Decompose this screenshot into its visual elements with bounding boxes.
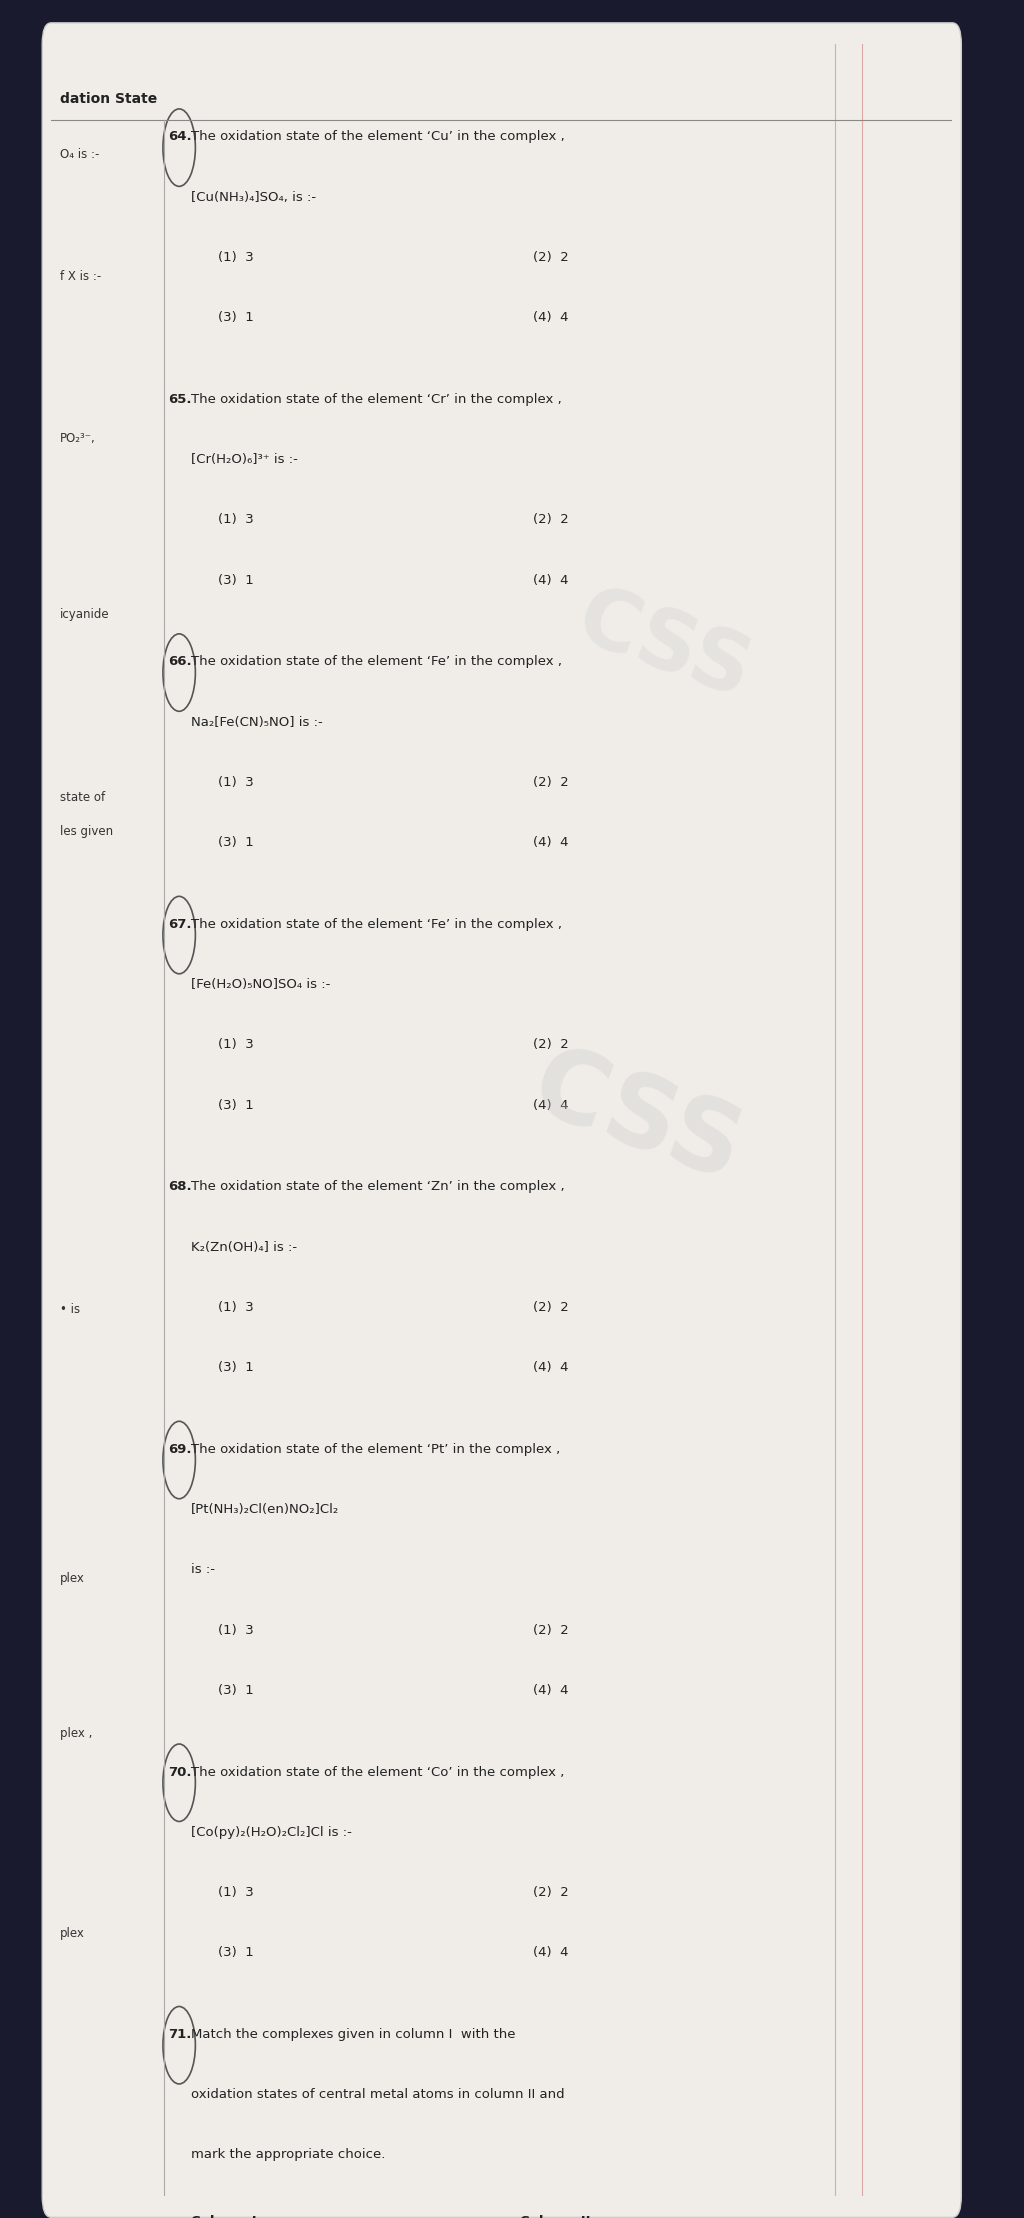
Text: 64.: 64. xyxy=(168,131,191,144)
Text: 67.: 67. xyxy=(168,918,191,932)
Text: (4)  4: (4) 4 xyxy=(534,1945,568,1958)
Text: (2)  2: (2) 2 xyxy=(534,1300,569,1313)
Text: 70.: 70. xyxy=(168,1766,191,1779)
Text: mark the appropriate choice.: mark the appropriate choice. xyxy=(190,2149,385,2163)
Text: Na₂[Fe(CN)₅NO] is :-: Na₂[Fe(CN)₅NO] is :- xyxy=(190,716,323,730)
Text: (2)  2: (2) 2 xyxy=(534,1885,569,1899)
FancyBboxPatch shape xyxy=(42,22,962,2218)
Text: (3)  1: (3) 1 xyxy=(218,1098,254,1111)
Text: The oxidation state of the element ‘Pt’ in the complex ,: The oxidation state of the element ‘Pt’ … xyxy=(190,1444,560,1455)
Text: The oxidation state of the element ‘Co’ in the complex ,: The oxidation state of the element ‘Co’ … xyxy=(190,1766,564,1779)
Text: is :-: is :- xyxy=(190,1564,215,1577)
Text: The oxidation state of the element ‘Cu’ in the complex ,: The oxidation state of the element ‘Cu’ … xyxy=(190,131,564,144)
Text: (1)  3: (1) 3 xyxy=(218,1885,254,1899)
Text: (2)  2: (2) 2 xyxy=(534,512,569,526)
Text: (2)  2: (2) 2 xyxy=(534,1624,569,1637)
Text: 65.: 65. xyxy=(168,393,191,406)
Text: (1)  3: (1) 3 xyxy=(218,776,254,790)
Text: (4)  4: (4) 4 xyxy=(534,1362,568,1375)
Text: K₂(Zn(OH)₄] is :-: K₂(Zn(OH)₄] is :- xyxy=(190,1240,297,1253)
Text: The oxidation state of the element ‘Zn’ in the complex ,: The oxidation state of the element ‘Zn’ … xyxy=(190,1180,564,1193)
Text: les given: les given xyxy=(60,825,114,838)
Text: (1)  3: (1) 3 xyxy=(218,1624,254,1637)
Text: f X is :-: f X is :- xyxy=(60,271,101,284)
Text: (3)  1: (3) 1 xyxy=(218,1683,254,1697)
Text: (3)  1: (3) 1 xyxy=(218,574,254,586)
Text: The oxidation state of the element ‘Cr’ in the complex ,: The oxidation state of the element ‘Cr’ … xyxy=(190,393,561,406)
Text: Column II: Column II xyxy=(520,2216,590,2218)
Text: (1)  3: (1) 3 xyxy=(218,512,254,526)
Text: oxidation states of central metal atoms in column II and: oxidation states of central metal atoms … xyxy=(190,2089,564,2100)
Text: (4)  4: (4) 4 xyxy=(534,1098,568,1111)
Text: state of: state of xyxy=(60,792,105,803)
Text: Column I: Column I xyxy=(190,2216,256,2218)
Text: (1)  3: (1) 3 xyxy=(218,1300,254,1313)
Text: (4)  4: (4) 4 xyxy=(534,311,568,324)
Text: dation State: dation State xyxy=(60,91,158,106)
Text: (3)  1: (3) 1 xyxy=(218,1945,254,1958)
Text: [Fe(H₂O)₅NO]SO₄ is :-: [Fe(H₂O)₅NO]SO₄ is :- xyxy=(190,978,331,991)
Text: (3)  1: (3) 1 xyxy=(218,1362,254,1375)
Text: (1)  3: (1) 3 xyxy=(218,251,254,264)
Text: (3)  1: (3) 1 xyxy=(218,836,254,849)
Text: 71.: 71. xyxy=(168,2027,191,2041)
Text: (1)  3: (1) 3 xyxy=(218,1038,254,1051)
Text: Match the complexes given in column I  with the: Match the complexes given in column I wi… xyxy=(190,2027,515,2041)
Text: icyanide: icyanide xyxy=(60,608,110,621)
Text: (4)  4: (4) 4 xyxy=(534,1683,568,1697)
Text: [Pt(NH₃)₂Cl(en)NO₂]Cl₂: [Pt(NH₃)₂Cl(en)NO₂]Cl₂ xyxy=(190,1504,339,1517)
Text: plex ,: plex , xyxy=(60,1728,92,1739)
Text: [Co(py)₂(H₂O)₂Cl₂]Cl is :-: [Co(py)₂(H₂O)₂Cl₂]Cl is :- xyxy=(190,1825,352,1839)
Text: [Cr(H₂O)₆]³⁺ is :-: [Cr(H₂O)₆]³⁺ is :- xyxy=(190,452,298,466)
Bar xyxy=(173,2209,791,2218)
Text: PO₂³⁻,: PO₂³⁻, xyxy=(60,433,96,444)
Text: (2)  2: (2) 2 xyxy=(534,1038,569,1051)
Text: (4)  4: (4) 4 xyxy=(534,836,568,849)
Text: 66.: 66. xyxy=(168,654,191,668)
Text: (2)  2: (2) 2 xyxy=(534,251,569,264)
Text: O₄ is :-: O₄ is :- xyxy=(60,149,99,160)
Text: plex: plex xyxy=(60,1573,85,1586)
Text: plex: plex xyxy=(60,1927,85,1941)
Text: 68.: 68. xyxy=(168,1180,191,1193)
Text: • is: • is xyxy=(60,1302,80,1315)
Text: CSS: CSS xyxy=(519,1038,755,1202)
Text: The oxidation state of the element ‘Fe’ in the complex ,: The oxidation state of the element ‘Fe’ … xyxy=(190,918,562,932)
Text: CSS: CSS xyxy=(566,579,762,716)
Text: The oxidation state of the element ‘Fe’ in the complex ,: The oxidation state of the element ‘Fe’ … xyxy=(190,654,562,668)
Text: (2)  2: (2) 2 xyxy=(534,776,569,790)
Text: (3)  1: (3) 1 xyxy=(218,311,254,324)
Text: [Cu(NH₃)₄]SO₄, is :-: [Cu(NH₃)₄]SO₄, is :- xyxy=(190,191,316,204)
Text: (4)  4: (4) 4 xyxy=(534,574,568,586)
Text: 69.: 69. xyxy=(168,1444,191,1455)
